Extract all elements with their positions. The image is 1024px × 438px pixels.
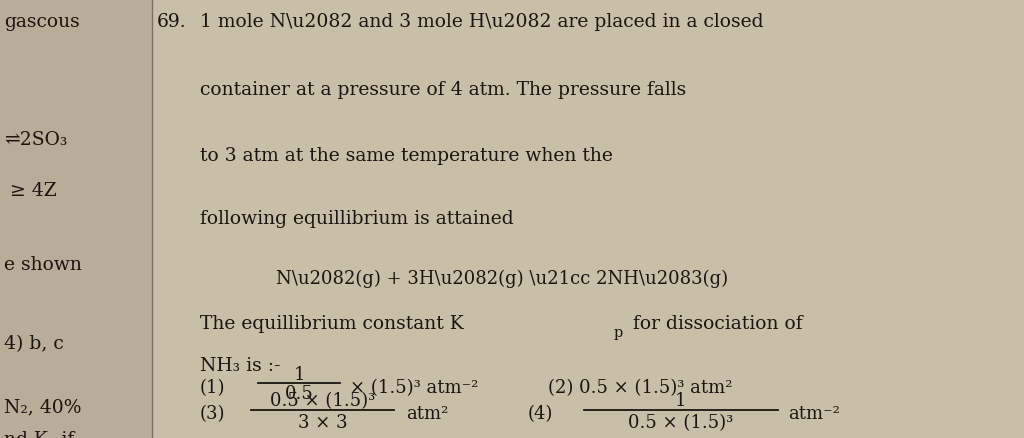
Text: (3): (3): [200, 405, 225, 423]
Text: (1): (1): [200, 379, 225, 397]
Text: (2) 0.5 × (1.5)³ atm²: (2) 0.5 × (1.5)³ atm²: [548, 379, 732, 397]
Text: gascous: gascous: [4, 13, 80, 31]
Text: to 3 atm at the same temperature when the: to 3 atm at the same temperature when th…: [200, 147, 612, 165]
Text: NH₃ is :-: NH₃ is :-: [200, 357, 281, 375]
Text: atm⁻²: atm⁻²: [788, 405, 841, 423]
Text: N\u2082(g) + 3H\u2082(g) \u21cc 2NH\u2083(g): N\u2082(g) + 3H\u2082(g) \u21cc 2NH\u208…: [276, 269, 729, 288]
Text: 1 mole N\u2082 and 3 mole H\u2082 are placed in a closed: 1 mole N\u2082 and 3 mole H\u2082 are pl…: [200, 13, 763, 31]
Text: 1: 1: [675, 392, 687, 410]
Text: e shown: e shown: [4, 256, 82, 274]
Text: p: p: [613, 326, 623, 340]
Text: 1: 1: [293, 366, 305, 384]
Text: atm²: atm²: [407, 405, 449, 423]
Text: 4) b, c: 4) b, c: [4, 335, 63, 353]
Text: container at a pressure of 4 atm. The pressure falls: container at a pressure of 4 atm. The pr…: [200, 81, 686, 99]
Text: 0.5 × (1.5)³: 0.5 × (1.5)³: [629, 414, 733, 432]
Text: ⇌2SO₃: ⇌2SO₃: [4, 131, 68, 149]
Text: for dissociation of: for dissociation of: [627, 315, 803, 333]
Text: The equillibrium constant K: The equillibrium constant K: [200, 315, 464, 333]
Text: 3 × 3: 3 × 3: [298, 414, 347, 432]
Text: 0.5 × (1.5)³: 0.5 × (1.5)³: [270, 392, 375, 410]
Text: nd Kₚ if: nd Kₚ if: [4, 431, 75, 438]
Text: following equillibrium is attained: following equillibrium is attained: [200, 210, 513, 228]
Text: × (1.5)³ atm⁻²: × (1.5)³ atm⁻²: [350, 379, 478, 397]
Text: 0.5: 0.5: [285, 385, 313, 403]
Text: (4): (4): [527, 405, 553, 423]
Text: 69.: 69.: [157, 13, 186, 31]
Bar: [0, 0, 152, 438]
Text: ≥ 4Z: ≥ 4Z: [10, 182, 57, 200]
Text: N₂, 40%: N₂, 40%: [4, 399, 82, 417]
